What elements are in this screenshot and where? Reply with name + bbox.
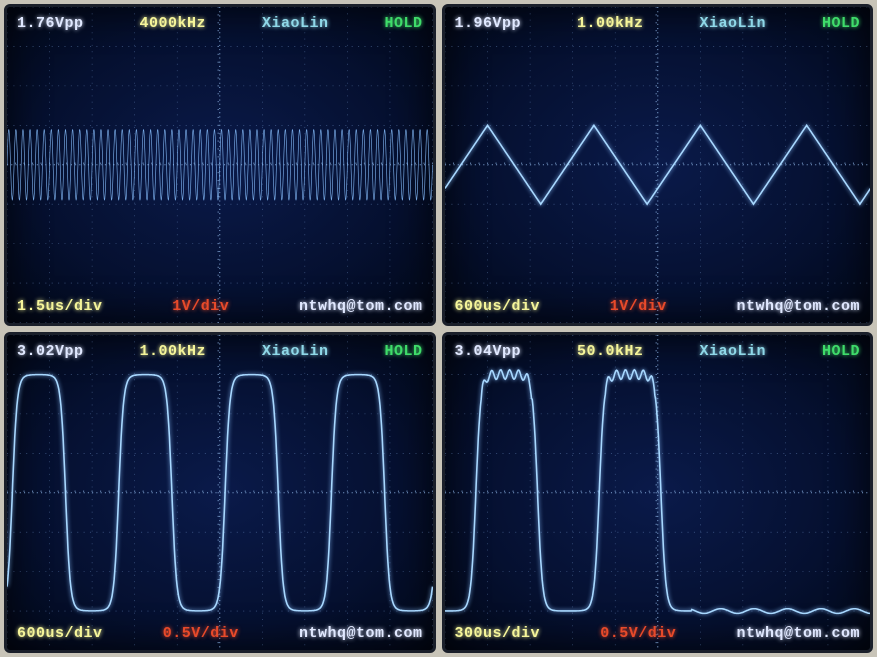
timebase-readout: 1.5us/div (17, 298, 103, 315)
brand-label: XiaoLin (699, 343, 766, 360)
scope-bottombar: 1.5us/div 1V/div ntwhq@tom.com (7, 296, 433, 317)
brand-label: XiaoLin (262, 343, 329, 360)
timebase-readout: 600us/div (455, 298, 541, 315)
scope-topbar: 1.76Vpp 4000kHz XiaoLin HOLD (7, 13, 433, 34)
contact-label: ntwhq@tom.com (299, 625, 423, 642)
freq-readout: 4000kHz (139, 15, 206, 32)
scope-svg (7, 335, 433, 651)
mode-label: HOLD (822, 15, 860, 32)
contact-label: ntwhq@tom.com (736, 625, 860, 642)
voltdiv-readout: 1V/div (172, 298, 229, 315)
scope-topbar: 3.02Vpp 1.00kHz XiaoLin HOLD (7, 341, 433, 362)
brand-label: XiaoLin (262, 15, 329, 32)
timebase-readout: 300us/div (455, 625, 541, 642)
scope-panel-3: 3.04Vpp 50.0kHz XiaoLin HOLD 300us/div 0… (442, 332, 874, 654)
vpp-readout: 1.76Vpp (17, 15, 84, 32)
vpp-readout: 1.96Vpp (455, 15, 522, 32)
scope-topbar: 1.96Vpp 1.00kHz XiaoLin HOLD (445, 13, 871, 34)
mode-label: HOLD (384, 15, 422, 32)
timebase-readout: 600us/div (17, 625, 103, 642)
vpp-readout: 3.04Vpp (455, 343, 522, 360)
mode-label: HOLD (822, 343, 860, 360)
freq-readout: 1.00kHz (577, 15, 644, 32)
vpp-readout: 3.02Vpp (17, 343, 84, 360)
scope-bottombar: 600us/div 0.5V/div ntwhq@tom.com (7, 623, 433, 644)
scope-topbar: 3.04Vpp 50.0kHz XiaoLin HOLD (445, 341, 871, 362)
brand-label: XiaoLin (699, 15, 766, 32)
scope-svg (445, 7, 871, 323)
voltdiv-readout: 0.5V/div (600, 625, 676, 642)
scope-grid: 1.76Vpp 4000kHz XiaoLin HOLD 1.5us/div 1… (0, 0, 877, 657)
contact-label: ntwhq@tom.com (299, 298, 423, 315)
contact-label: ntwhq@tom.com (736, 298, 860, 315)
voltdiv-readout: 0.5V/div (163, 625, 239, 642)
scope-panel-1: 1.96Vpp 1.00kHz XiaoLin HOLD 600us/div 1… (442, 4, 874, 326)
scope-svg (445, 335, 871, 651)
freq-readout: 1.00kHz (139, 343, 206, 360)
freq-readout: 50.0kHz (577, 343, 644, 360)
scope-panel-0: 1.76Vpp 4000kHz XiaoLin HOLD 1.5us/div 1… (4, 4, 436, 326)
scope-panel-2: 3.02Vpp 1.00kHz XiaoLin HOLD 600us/div 0… (4, 332, 436, 654)
mode-label: HOLD (384, 343, 422, 360)
scope-bottombar: 300us/div 0.5V/div ntwhq@tom.com (445, 623, 871, 644)
scope-svg (7, 7, 433, 323)
scope-bottombar: 600us/div 1V/div ntwhq@tom.com (445, 296, 871, 317)
voltdiv-readout: 1V/div (610, 298, 667, 315)
